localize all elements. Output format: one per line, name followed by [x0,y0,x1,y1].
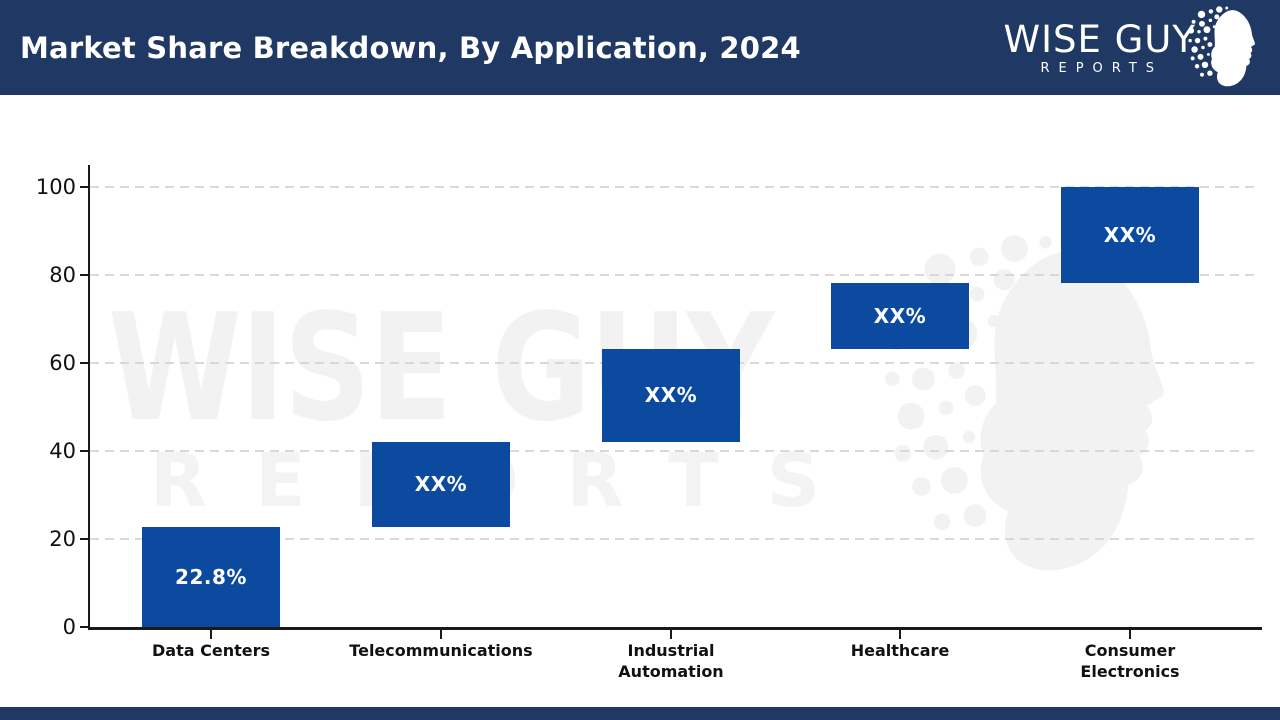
logo-face-icon [1188,5,1255,86]
logo-wordmark: WISE GUY [1003,17,1196,61]
bar-value-label: XX% [873,303,927,328]
y-axis [88,165,90,629]
gridline [90,450,1260,452]
y-tick [80,186,89,188]
x-tick [210,630,212,639]
y-tick [80,274,89,276]
logo-text: WISE GUY REPORTS [1004,21,1196,75]
wise-guy-logo: WISE GUY REPORTS [1004,0,1262,95]
bar: XX% [1061,187,1199,283]
gridline [90,538,1260,540]
x-tick [899,630,901,639]
header-bar: Market Share Breakdown, By Application, … [0,0,1280,95]
category-label: Telecommunications [349,641,533,660]
y-tick-label: 40 [49,439,76,463]
watermark-wordmark: WISE GUY [108,282,774,454]
y-tick-label: 60 [49,351,76,375]
logo-subtitle: REPORTS [1040,60,1164,76]
bar: 22.8% [142,526,280,627]
bar: XX% [831,282,969,349]
y-tick [80,538,89,540]
gridline [90,274,1260,276]
x-tick [440,630,442,639]
y-tick-label: 20 [49,527,76,551]
x-axis [88,627,1262,630]
bar-value-label: XX% [644,383,698,408]
bar: XX% [372,441,510,527]
category-label: Consumer Electronics [1080,641,1180,681]
page-title: Market Share Breakdown, By Application, … [20,30,801,65]
bar-value-label: XX% [1103,222,1157,247]
y-tick-label: 100 [35,175,76,199]
y-tick-label: 80 [49,263,76,287]
category-label: Healthcare [850,641,950,660]
y-tick-label: 0 [62,615,76,639]
y-tick [80,450,89,452]
y-tick [80,626,89,628]
x-tick [1129,630,1131,639]
bar: XX% [602,348,740,442]
footer-bar [0,707,1280,720]
bar-value-label: 22.8% [175,564,247,589]
bar-value-label: XX% [414,472,468,497]
category-label: Data Centers [152,641,270,660]
category-label: Industrial Automation [618,641,724,681]
y-tick [80,362,89,364]
gridline [90,186,1260,188]
x-tick [670,630,672,639]
